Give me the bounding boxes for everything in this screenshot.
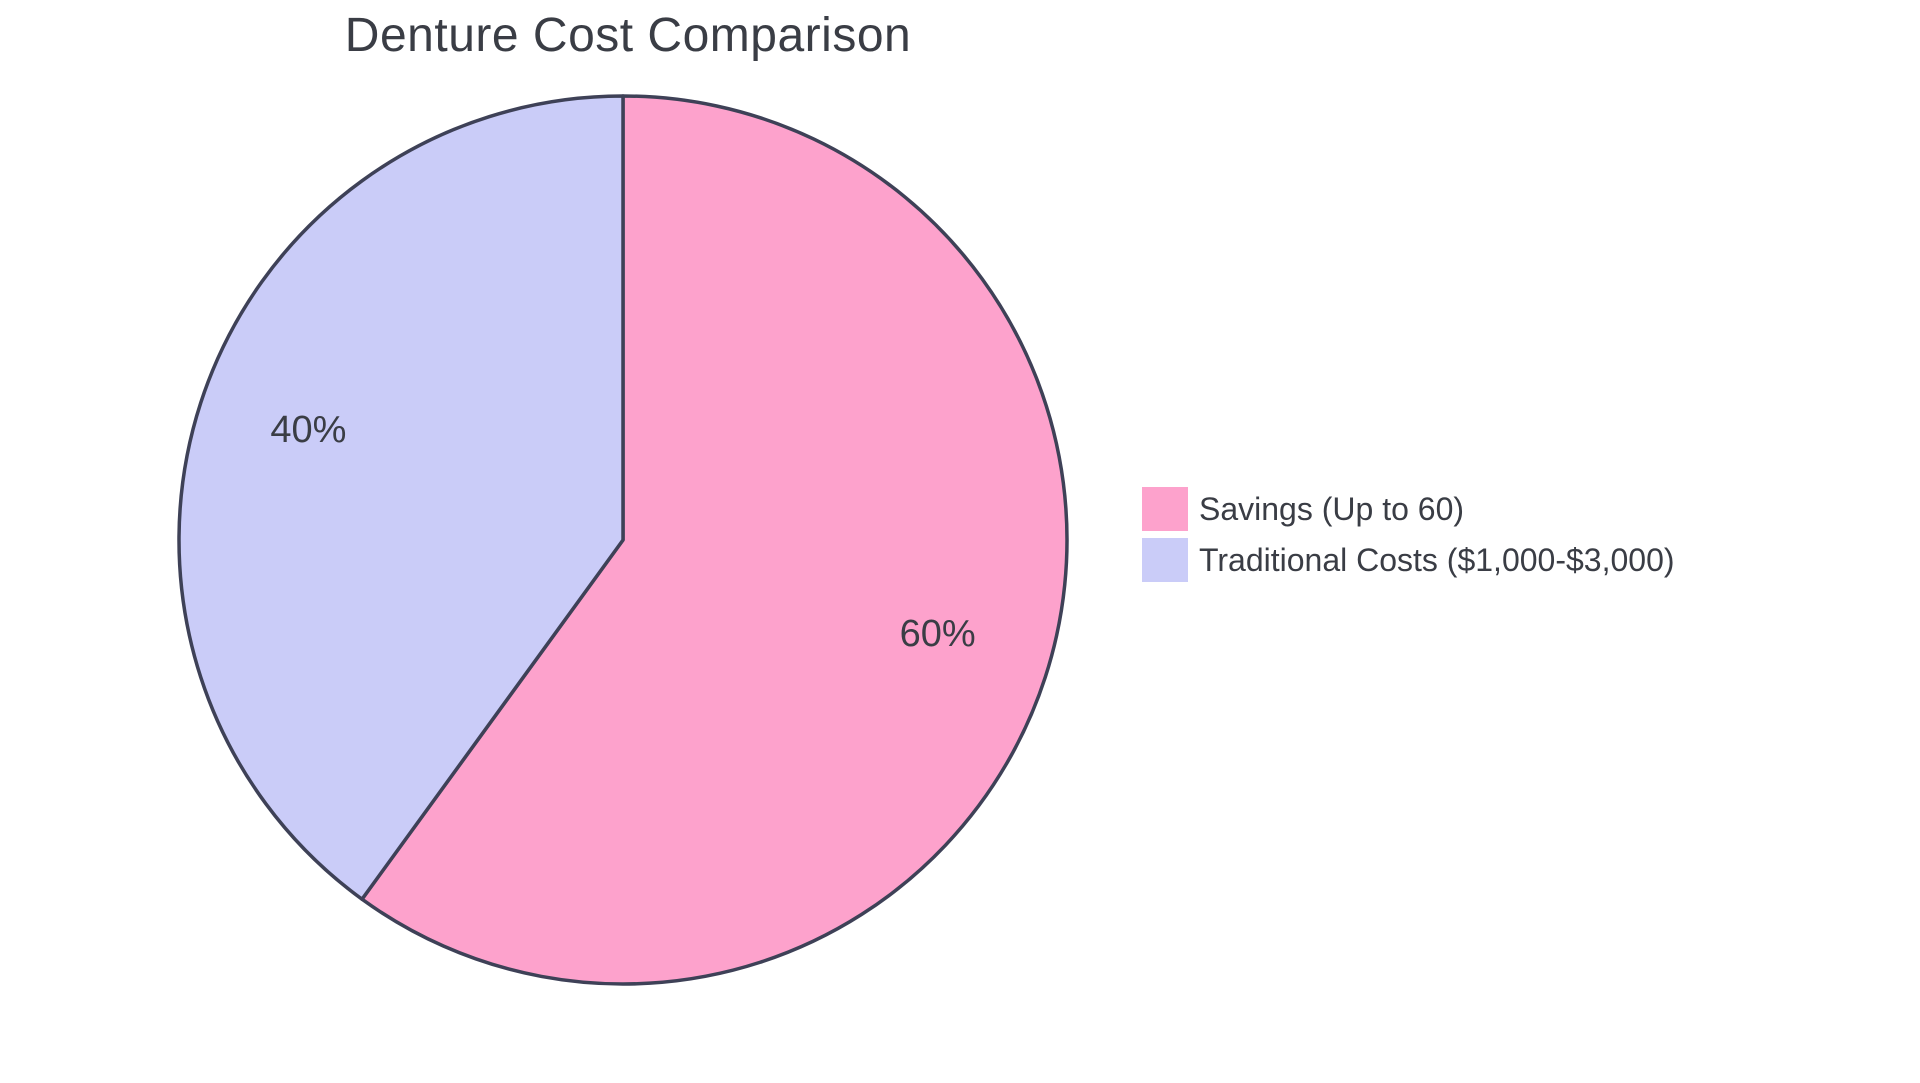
legend-swatch-savings: [1142, 487, 1188, 531]
legend-label-savings: Savings (Up to 60): [1199, 491, 1465, 527]
legend-swatch-traditional-costs: [1142, 538, 1188, 582]
legend-item-savings: Savings (Up to 60): [1142, 487, 1675, 531]
legend-label-traditional-costs: Traditional Costs ($1,000-$3,000): [1199, 542, 1675, 578]
chart-title: Denture Cost Comparison: [344, 9, 912, 62]
slice-label-0: 60%: [900, 613, 976, 655]
pie-slice-1: [177, 94, 625, 901]
legend: Savings (Up to 60) Traditional Costs ($1…: [1142, 487, 1675, 589]
legend-item-traditional-costs: Traditional Costs ($1,000-$3,000): [1142, 538, 1675, 582]
slice-label-1: 40%: [270, 409, 346, 451]
pie-slice-0: [360, 94, 1069, 986]
